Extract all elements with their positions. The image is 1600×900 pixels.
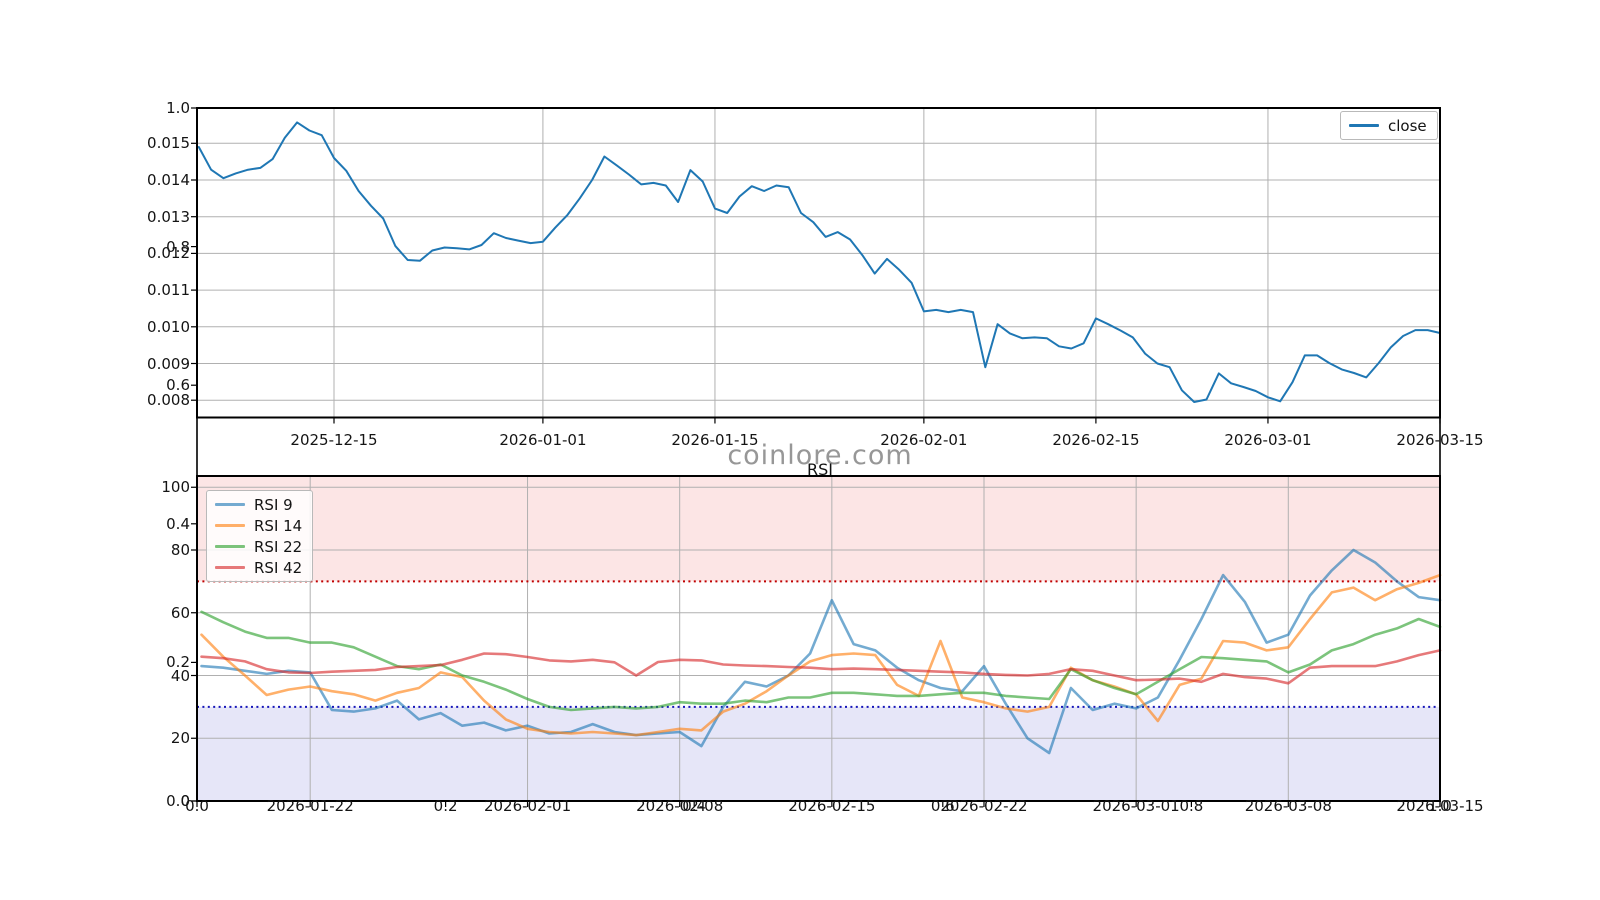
- rsi-xtick-label: 2026-03-08: [1244, 797, 1332, 815]
- legend-line-sample: [215, 566, 245, 569]
- overlay-xtick-label: 0.4: [682, 797, 707, 815]
- watermark: coinlore.com: [727, 440, 913, 471]
- price-xtick-label: 2026-03-15: [1396, 431, 1484, 449]
- rsi-xtick-label: 2026-01-22: [266, 797, 354, 815]
- price-xtick-label: 2026-03-01: [1224, 431, 1312, 449]
- rsi-xtick-label: 2026-02-15: [788, 797, 876, 815]
- rsi-legend: RSI 9 RSI 14 RSI 22 RSI 42: [206, 490, 314, 582]
- legend-entry-label: RSI 14: [254, 516, 303, 535]
- overlay-xtick-label: 0.2: [433, 797, 458, 815]
- rsi-line-rsi-14: [200, 573, 1442, 737]
- price-plot-background: [197, 108, 1440, 418]
- legend-line-sample: [1349, 124, 1379, 127]
- legend-entry-close: close: [1349, 115, 1427, 136]
- overlay-ytick-label: 0.4: [166, 514, 190, 533]
- rsi-xtick-label: 2026-03-01: [1092, 797, 1180, 815]
- price-legend: close: [1340, 111, 1438, 140]
- legend-line-sample: [215, 503, 245, 506]
- price-ytick-label: 0.013: [147, 207, 190, 226]
- legend-entry-rsi-9: RSI 9: [215, 494, 302, 515]
- rsi-plot-background: [197, 476, 1440, 801]
- close-price-line: [197, 121, 1441, 403]
- overlay-xtick-label: 0.8: [1179, 797, 1204, 815]
- rsi-ytick-label: 40: [170, 666, 190, 685]
- price-ytick-label: 0.008: [147, 391, 190, 410]
- rsi-ytick-label: 100: [161, 478, 190, 497]
- rsi-ytick-label: 20: [170, 729, 190, 748]
- overlay-xtick-label: 1.0: [1428, 797, 1452, 815]
- price-ytick-label: 0.012: [147, 244, 190, 263]
- price-ytick-label: 0.015: [147, 134, 190, 153]
- overlay-ytick-label: 0.6: [166, 376, 190, 395]
- price-axes-frame: [196, 107, 1441, 419]
- legend-entry-rsi-22: RSI 22: [215, 536, 302, 557]
- price-ytick-label: 0.009: [147, 354, 190, 373]
- rsi-xtick-label: 2026-02-22: [940, 797, 1028, 815]
- rsi-title: RSI: [807, 460, 833, 479]
- legend-line-sample: [215, 545, 245, 548]
- legend-entry-rsi-14: RSI 14: [215, 515, 302, 536]
- overlay-ytick-label: 1.0: [166, 99, 190, 117]
- rsi-ytick-label: 0: [180, 792, 190, 810]
- overlay-ytick-label: 0.2: [166, 653, 190, 672]
- price-xtick-label: 2026-01-15: [671, 431, 759, 449]
- rsi-xtick-label: 2026-02-01: [483, 797, 572, 815]
- legend-entry-label: RSI 9: [254, 495, 293, 514]
- rsi-band-oversold: [197, 706, 1440, 801]
- price-ytick-label: 0.014: [147, 171, 190, 189]
- overlay-xtick-label: 0.0: [185, 797, 209, 815]
- legend-entry-rsi-42: RSI 42: [215, 557, 302, 578]
- price-xtick-label: 2026-02-15: [1052, 431, 1140, 449]
- price-ytick-label: 0.010: [147, 317, 190, 336]
- price-xtick-label: 2026-02-01: [880, 431, 968, 449]
- rsi-xtick-label: 2026-02-08: [636, 797, 724, 815]
- overlay-xtick-label: 0.6: [930, 797, 955, 815]
- legend-entry-label: RSI 22: [254, 537, 303, 556]
- overlay-ytick-label: 0.0: [166, 792, 190, 810]
- legend-line-sample: [215, 524, 245, 527]
- price-xtick-label: 2026-01-01: [499, 431, 587, 449]
- legend-entry-label: RSI 42: [254, 558, 303, 577]
- overlay-ytick-label: 0.8: [166, 237, 190, 256]
- price-xtick-label: 2025-12-15: [290, 431, 378, 449]
- rsi-line-rsi-42: [200, 649, 1442, 685]
- rsi-xtick-label: 2026-03-15: [1396, 797, 1484, 815]
- rsi-ytick-label: 80: [170, 541, 190, 559]
- rsi-band-overbought: [197, 476, 1440, 582]
- rsi-axes-frame: [196, 475, 1441, 802]
- rsi-line-rsi-9: [200, 548, 1442, 755]
- legend-entry-label: close: [1388, 116, 1427, 135]
- rsi-ytick-label: 60: [170, 603, 190, 622]
- price-ytick-label: 0.011: [147, 281, 190, 300]
